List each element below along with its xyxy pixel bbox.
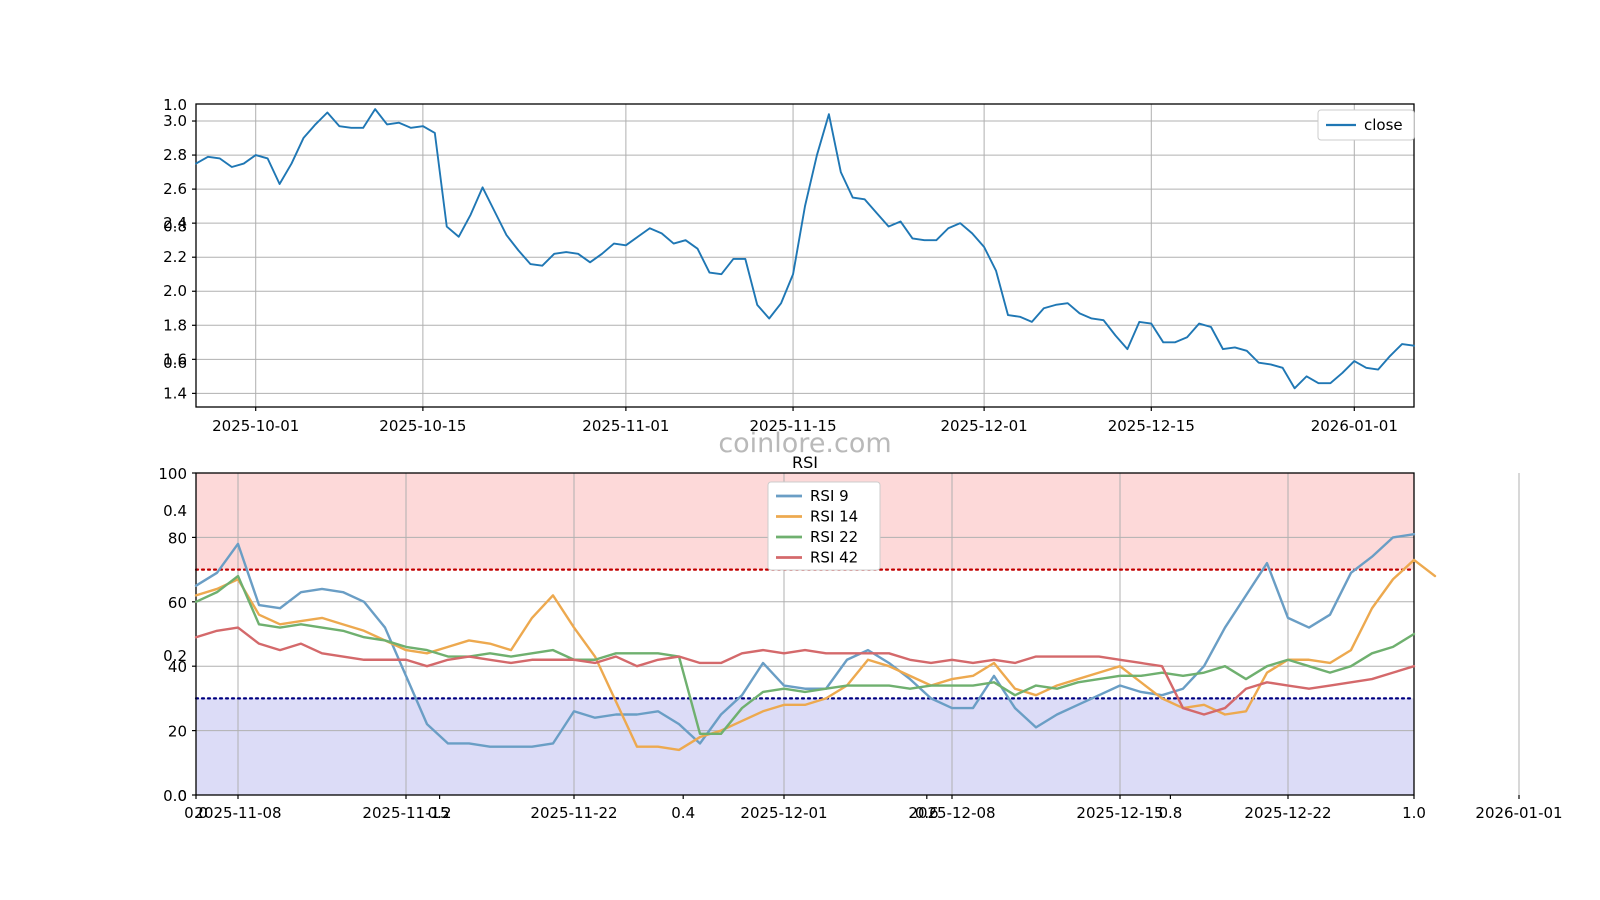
price-y-tick-label: 2.0 — [163, 282, 187, 300]
rsi-overlay-x-tick-label: 1.0 — [1402, 804, 1426, 822]
rsi-overlay-x-tick-label: 0.4 — [671, 804, 695, 822]
rsi-series-line-rsi-14 — [194, 558, 1437, 752]
price-x-tick-label: 2025-12-15 — [1108, 417, 1195, 435]
rsi-y-tick-label: 20 — [168, 723, 187, 741]
rsi-x-tick-label: 2025-12-08 — [908, 804, 995, 822]
price-x-tick-label: 2025-11-15 — [749, 417, 836, 435]
rsi-overlay-x-tick-label: 0.2 — [428, 804, 452, 822]
rsi-x-tick-label: 2025-12-22 — [1244, 804, 1331, 822]
price-x-tick-label: 2025-10-15 — [379, 417, 466, 435]
price-y-tick-label: 2.6 — [163, 180, 187, 198]
rsi-y-tick-label: 80 — [168, 529, 187, 547]
price-x-tick-label: 2025-10-01 — [212, 417, 299, 435]
rsi-y-tick-label: 100 — [158, 465, 187, 483]
rsi-legend-label-rsi-22: RSI 22 — [810, 528, 858, 546]
price-legend-box[interactable] — [1317, 109, 1415, 141]
price-legend[interactable]: close — [1317, 109, 1415, 141]
price-x-tick-label: 2025-11-01 — [582, 417, 669, 435]
rsi-legend-label-rsi-42: RSI 42 — [810, 549, 858, 567]
rsi-y-tick-label: 60 — [168, 594, 187, 612]
price-y-tick-label: 2.4 — [163, 214, 187, 232]
rsi-x-tick-label: 2025-11-15 — [362, 804, 449, 822]
rsi-legend[interactable]: RSI 9 RSI 14 RSI 22 RSI 42 — [767, 481, 881, 571]
rsi-overlay-x-tick-label: 0.6 — [915, 804, 939, 822]
rsi-series-line-rsi-42 — [194, 626, 1416, 716]
price-y-tick-label: 2.8 — [163, 146, 187, 164]
price-overlay-y-tick-label: 0.8 — [163, 218, 187, 236]
price-x-tick-label: 2026-01-01 — [1311, 417, 1398, 435]
rsi-overlay-y-tick-label-zero: 0.0 — [163, 787, 187, 805]
price-chart-panel: 1.4 1.6 1.8 2.0 2.2 2.4 2.6 2.8 3.01.0 0.8 0.6 2025… — [163, 96, 1415, 435]
watermark-text: coinlore.com — [718, 428, 891, 459]
rsi-oversold-band — [196, 698, 1414, 795]
price-legend-label-close: close — [1364, 116, 1403, 134]
rsi-x-tick-label: 2025-12-01 — [740, 804, 827, 822]
rsi-legend-box[interactable] — [767, 481, 881, 571]
price-axes-spine — [195, 103, 1415, 408]
price-overlay-y-tick-label: 1.0 — [163, 96, 187, 114]
price-y-tick-label: 1.4 — [163, 384, 187, 402]
rsi-x-tick-label: 2025-11-22 — [530, 804, 617, 822]
rsi-x-tick-label: 2025-12-15 — [1076, 804, 1163, 822]
rsi-x-tick-label: 2026-01-01 — [1475, 804, 1562, 822]
rsi-y-tick-label: 40 — [168, 658, 187, 676]
price-overlay-y-tick-label: 0.6 — [163, 354, 187, 372]
price-y-tick-label: 3.0 — [163, 112, 187, 130]
price-plot-background — [196, 104, 1414, 407]
rsi-overlay-x-tick-label: 0.0 — [184, 804, 208, 822]
rsi-overlay-y-tick-label: 0.4 — [163, 502, 187, 520]
watermark: coinlore.com — [718, 428, 891, 459]
rsi-legend-label-rsi-14: RSI 14 — [810, 508, 858, 526]
rsi-y-tick-label: 0 — [177, 787, 187, 805]
rsi-overlay-x-tick-label: 0.8 — [1158, 804, 1182, 822]
price-y-tick-label: 2.2 — [163, 248, 187, 266]
price-close-line — [195, 108, 1415, 390]
rsi-legend-label-rsi-9: RSI 9 — [810, 487, 849, 505]
rsi-series-line-rsi-22 — [194, 574, 1416, 736]
price-y-tick-label: 1.8 — [163, 316, 187, 334]
rsi-overlay-y-tick-label: 0.2 — [163, 647, 187, 665]
rsi-title: RSI — [792, 453, 818, 472]
price-y-tick-label: 1.6 — [163, 350, 187, 368]
price-x-tick-label: 2025-12-01 — [941, 417, 1028, 435]
rsi-x-tick-label: 2025-11-08 — [194, 804, 281, 822]
